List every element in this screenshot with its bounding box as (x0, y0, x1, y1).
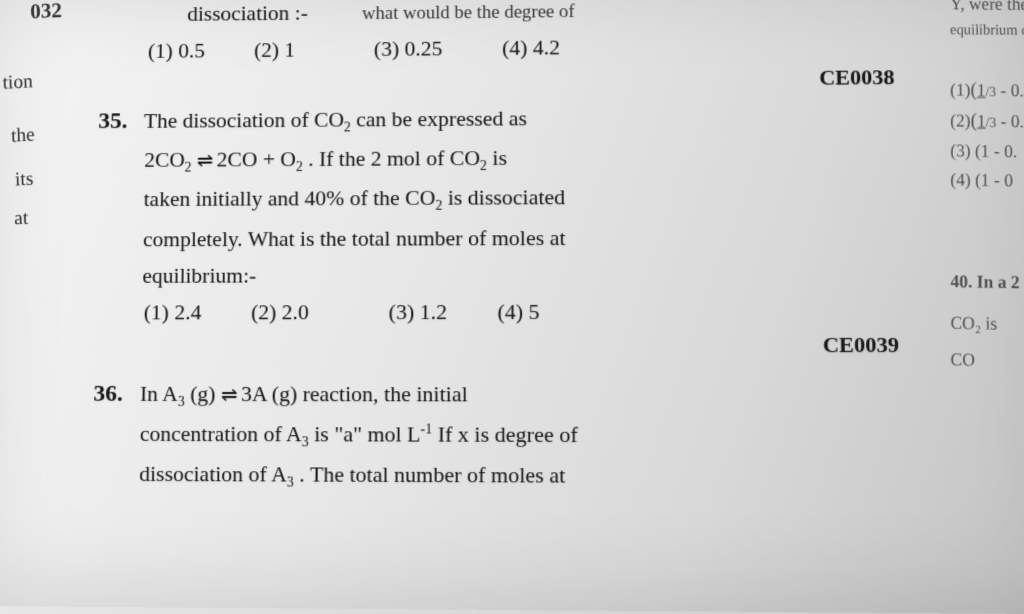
q34-opt4: (4) 4.2 (502, 30, 560, 63)
q34-opt2: (2) 1 (254, 33, 295, 65)
sup-minus1: -1 (421, 422, 433, 437)
edge-text: 40. In a 2 (950, 271, 1024, 294)
sub-2: 2 (480, 159, 487, 174)
q36-text: . The total number of moles at (299, 462, 565, 488)
edge-text: equilibrium conc (950, 22, 1024, 40)
q35-options-row: (1) 2.4 (2) 2.0 (3) 1.2 (4) 5 (95, 294, 981, 328)
q34-opt3: (3) 0.25 (374, 31, 443, 64)
q36-number: 36. (93, 381, 123, 407)
edge-text: Y, were the (950, 0, 1024, 15)
q36-text: is "a" mol L (314, 421, 420, 446)
sub-2: 2 (435, 199, 442, 214)
sub-3: 3 (178, 395, 185, 410)
edge-text: CO₂ is (950, 312, 1024, 335)
q36-text: dissociation of A (139, 461, 287, 487)
q35-code: CE0039 (94, 331, 981, 357)
q34-code: CE0038 (99, 63, 976, 95)
page-number-fragment: 032 (0, 0, 62, 26)
margin-word: at (14, 207, 29, 230)
q35-eq: 2CO + O (217, 146, 296, 171)
sub-2: 2 (344, 120, 351, 135)
q34-options-row: (1) 0.5 (2) 1 (3) 0.25 (4) 4.2 (99, 26, 975, 66)
edge-text: (3) (1 - 0. (950, 140, 1024, 162)
q35-opt3: (3) 1.2 (389, 295, 447, 328)
edge-text: (2)(1/3 - 0.6 (950, 110, 1024, 134)
sub-2: 2 (296, 160, 303, 175)
q35-eq: 2CO (144, 147, 185, 172)
q35-number: 35. (98, 108, 128, 133)
q36-text: (g) (190, 381, 221, 406)
q35-opt1: (1) 2.4 (144, 295, 202, 328)
main-text-block: dissociation :- what would be the degree… (92, 0, 985, 502)
q34-opt1: (1) 0.5 (148, 34, 205, 66)
sub-2: 2 (185, 161, 192, 176)
q34-intro: dissociation :- (187, 0, 308, 25)
q35-eq: . If the 2 mol of CO (308, 145, 480, 171)
edge-text: CO (951, 349, 1024, 372)
sub-3: 3 (302, 436, 309, 451)
equilibrium-arrow-icon: ⇌ (221, 380, 236, 410)
margin-word: tion (2, 71, 33, 95)
q35-text: is dissociated (448, 185, 565, 210)
sub-3: 3 (287, 476, 294, 491)
edge-text: (4) (1 - 0 (950, 169, 1024, 192)
q35-eq: is (492, 145, 507, 170)
q36-text: If x is degree of (438, 422, 578, 448)
q35-text: equilibrium:- (142, 262, 256, 287)
margin-word: the (11, 124, 35, 148)
q35-opt4: (4) 5 (497, 295, 539, 328)
q36-text: 3A (g) reaction, the initial (241, 381, 468, 406)
edge-text: (1)(1/3 - 0.3) (950, 79, 1024, 103)
q36-text: In A (140, 381, 178, 406)
margin-word: its (15, 168, 34, 191)
q35-text: can be expressed as (356, 105, 527, 131)
q35-opt2: (2) 2.0 (251, 295, 309, 328)
q35-text: completely. What is the total number of … (143, 225, 566, 251)
q35-text: taken initially and 40% of the CO (143, 185, 435, 211)
page-num: 032 (30, 0, 62, 23)
equilibrium-arrow-icon: ⇌ (197, 146, 212, 175)
q35-text: The dissociation of CO (144, 106, 344, 132)
q34-context: what would be the degree of (362, 1, 575, 24)
adjacent-page-fragment: Y, were the equilibrium conc (1)(1/3 - 0… (950, 0, 1024, 381)
q36-text: concentration of A (140, 421, 302, 446)
